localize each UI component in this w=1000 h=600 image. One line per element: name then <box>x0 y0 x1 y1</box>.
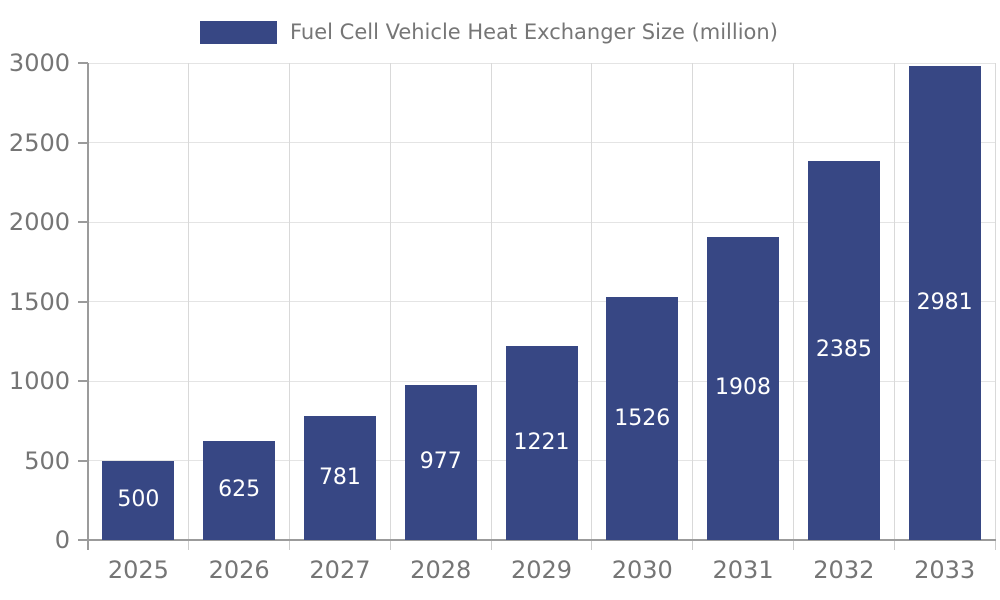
y-tick-label: 1000 <box>8 367 70 395</box>
x-gridline <box>692 63 694 540</box>
y-tick <box>78 380 88 382</box>
bar-value-label: 977 <box>419 449 462 475</box>
x-tick-label: 2028 <box>410 556 472 584</box>
x-tick-label: 2027 <box>309 556 371 584</box>
x-gridline <box>490 63 492 540</box>
x-axis <box>87 539 996 541</box>
bar-value-label: 625 <box>218 477 261 503</box>
y-gridline <box>88 142 995 143</box>
x-tick <box>188 540 190 550</box>
bar[interactable]: 2981 <box>908 66 981 540</box>
y-tick <box>78 141 88 144</box>
bar-value-label: 2981 <box>916 290 973 316</box>
y-axis <box>87 63 89 550</box>
y-tick-label: 3000 <box>8 49 70 77</box>
y-gridline <box>88 221 995 223</box>
bar[interactable]: 1526 <box>606 297 679 540</box>
bar[interactable]: 625 <box>203 440 276 540</box>
y-tick <box>78 62 88 64</box>
x-tick <box>692 540 694 550</box>
x-gridline <box>389 63 391 540</box>
bar-value-label: 1221 <box>513 429 570 455</box>
x-tick <box>490 540 492 550</box>
x-tick-label: 2029 <box>510 556 573 584</box>
bar-value-label: 1908 <box>715 375 772 401</box>
x-tick-label: 2032 <box>813 556 875 584</box>
plot-area: 0 500 1000 1500 2000 2500 3000 500 2025 625 2026 78… <box>9 51 996 582</box>
x-tick <box>289 540 291 550</box>
x-tick <box>893 540 895 550</box>
bar[interactable]: 500 <box>102 460 175 540</box>
x-gridline <box>994 63 996 540</box>
x-gridline <box>893 63 895 540</box>
y-tick-label: 2000 <box>8 208 70 236</box>
legend[interactable]: Fuel Cell Vehicle Heat Exchanger Size (m… <box>200 20 778 44</box>
bar-value-label: 2385 <box>815 337 872 363</box>
x-gridline <box>289 63 291 540</box>
x-tick <box>994 540 996 550</box>
y-tick <box>78 221 88 223</box>
x-tick <box>591 540 593 550</box>
bar[interactable]: 781 <box>303 415 376 540</box>
y-tick-label: 0 <box>54 526 70 554</box>
bar[interactable]: 1221 <box>505 345 578 540</box>
bar-value-label: 500 <box>117 487 160 513</box>
bar[interactable]: 1908 <box>707 236 780 540</box>
x-tick-label: 2025 <box>107 556 169 584</box>
y-tick <box>78 300 88 303</box>
x-tick <box>389 540 391 550</box>
x-tick-label: 2030 <box>611 556 673 584</box>
x-gridline <box>188 63 190 540</box>
bar[interactable]: 977 <box>404 384 477 540</box>
y-tick <box>78 539 88 541</box>
legend-label: Fuel Cell Vehicle Heat Exchanger Size (m… <box>290 20 778 44</box>
bar-value-label: 781 <box>318 464 361 490</box>
y-gridline <box>88 301 995 302</box>
x-gridline <box>591 63 593 540</box>
y-tick-label: 2500 <box>8 128 70 157</box>
x-tick-label: 2026 <box>208 556 270 584</box>
y-tick-label: 500 <box>24 446 70 475</box>
x-gridline <box>792 63 794 540</box>
y-tick-label: 1500 <box>8 287 70 316</box>
y-gridline <box>88 62 995 64</box>
bar-value-label: 1526 <box>614 405 671 431</box>
legend-swatch-icon <box>200 20 277 44</box>
x-tick <box>792 540 794 550</box>
bar[interactable]: 2385 <box>807 160 880 540</box>
x-tick-label: 2033 <box>914 556 976 584</box>
x-tick-label: 2031 <box>712 556 774 584</box>
y-tick <box>78 459 88 462</box>
